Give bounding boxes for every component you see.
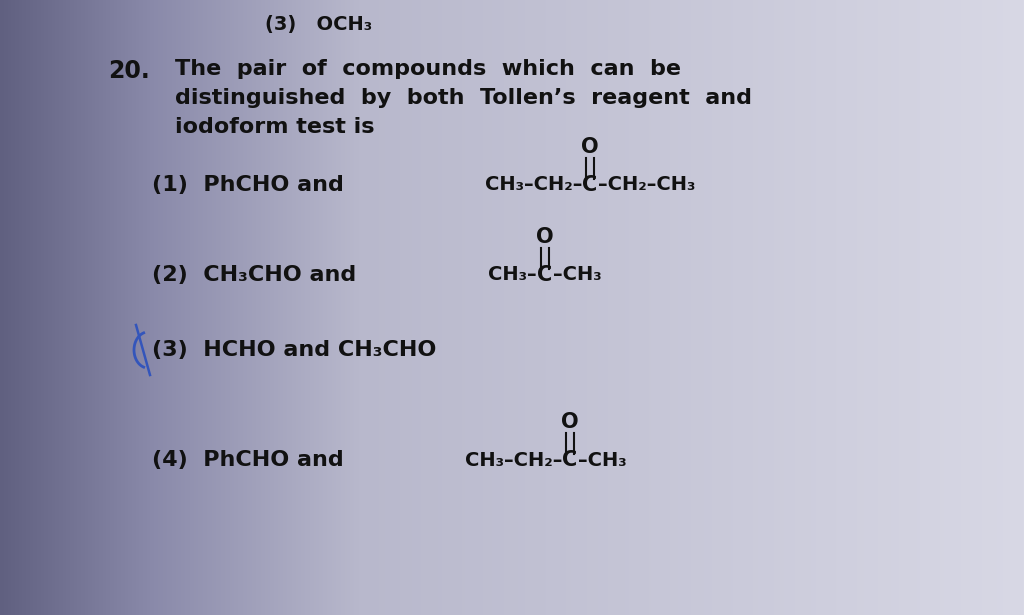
Text: O: O [537,227,554,247]
Text: The  pair  of  compounds  which  can  be: The pair of compounds which can be [175,59,681,79]
Text: iodoform test is: iodoform test is [175,117,375,137]
Text: O: O [582,137,599,157]
Text: –CH₃: –CH₃ [553,266,602,285]
Text: C: C [583,175,598,195]
Text: (1)  PhCHO and: (1) PhCHO and [152,175,344,195]
Text: CH₃–CH₂–: CH₃–CH₂– [484,175,582,194]
Text: (3)  HCHO and CH₃CHO: (3) HCHO and CH₃CHO [152,340,436,360]
Text: (2)  CH₃CHO and: (2) CH₃CHO and [152,265,356,285]
Text: CH₃–CH₂–: CH₃–CH₂– [465,451,562,469]
Text: –CH₃: –CH₃ [578,451,627,469]
Text: O: O [561,412,579,432]
Text: distinguished  by  both  Tollen’s  reagent  and: distinguished by both Tollen’s reagent a… [175,88,752,108]
Text: (3)   OCH₃: (3) OCH₃ [265,15,372,34]
Text: 20.: 20. [108,59,150,83]
Text: C: C [538,265,553,285]
Text: –CH₂–CH₃: –CH₂–CH₃ [598,175,695,194]
Text: (4)  PhCHO and: (4) PhCHO and [152,450,344,470]
Text: CH₃–: CH₃– [488,266,537,285]
Text: C: C [562,450,578,470]
